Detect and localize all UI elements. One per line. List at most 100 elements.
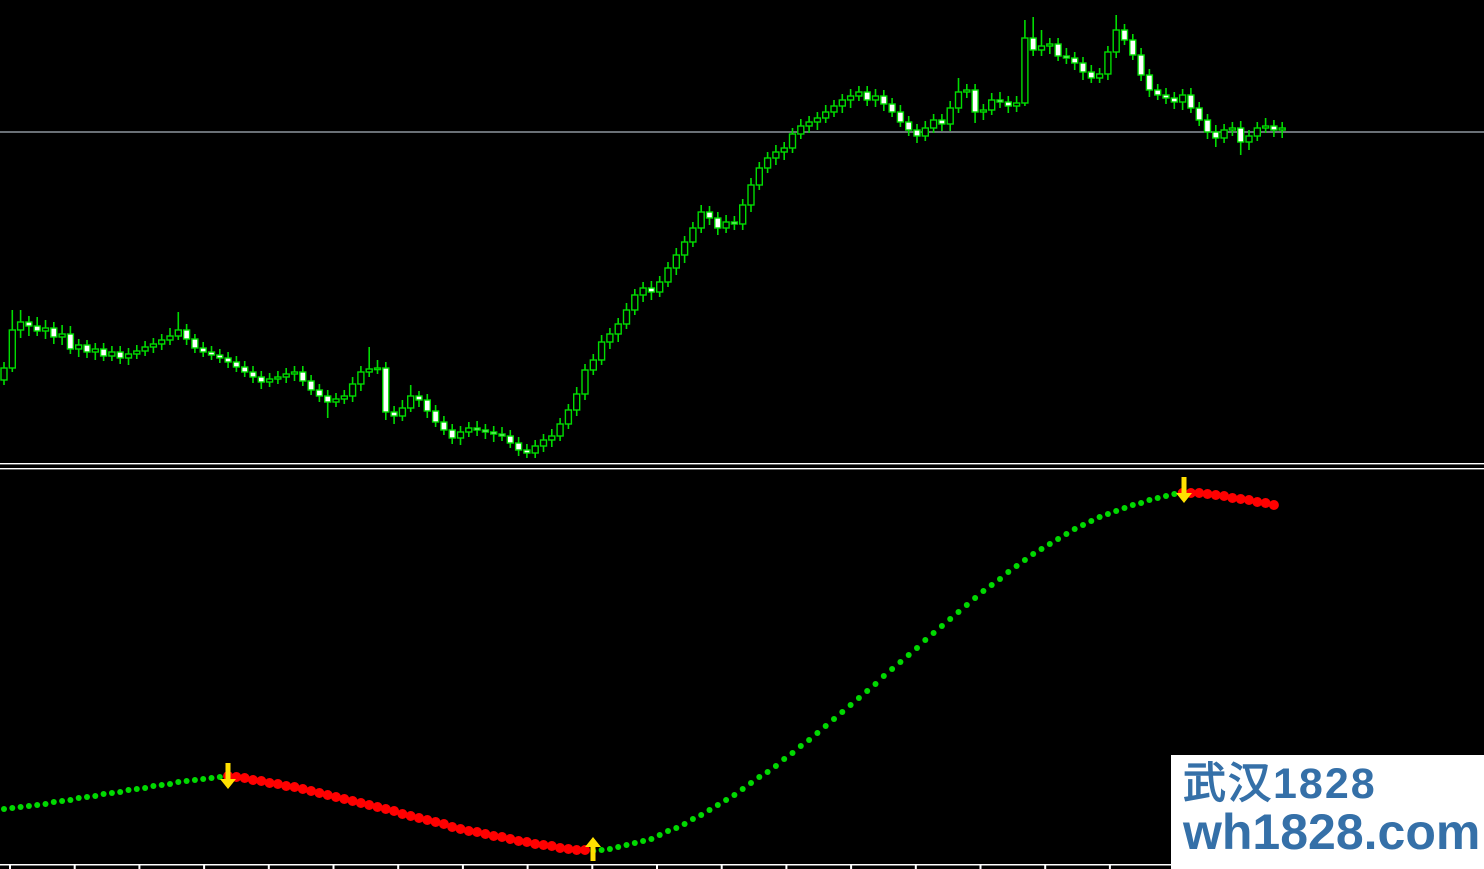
candle (797, 119, 805, 139)
candle (763, 152, 772, 173)
candle (863, 86, 871, 106)
candle (141, 341, 149, 356)
candle (1270, 120, 1278, 137)
candle (539, 434, 548, 452)
candle (407, 385, 415, 412)
candle (299, 366, 307, 386)
candle (191, 334, 199, 353)
candle (1228, 122, 1237, 136)
candle (1021, 20, 1029, 106)
candle (1037, 30, 1046, 56)
candle (340, 390, 348, 404)
candle (581, 364, 589, 400)
candle (1095, 68, 1104, 83)
candle (813, 112, 822, 130)
candle (365, 347, 373, 377)
time-axis-tick (332, 865, 335, 869)
candle (307, 375, 315, 395)
candle (1004, 96, 1012, 113)
candle (631, 289, 639, 315)
candle (996, 92, 1004, 108)
time-axis-tick (203, 865, 206, 869)
candle (606, 328, 614, 349)
candle (1178, 89, 1187, 110)
candle (357, 366, 365, 391)
candle (597, 335, 606, 365)
candle (232, 356, 241, 372)
candle (548, 429, 556, 447)
candle (174, 312, 183, 340)
candle (1070, 52, 1079, 70)
candle (1029, 17, 1037, 56)
candle (506, 430, 514, 448)
indicator-dot-series-slope-up-main (590, 491, 1178, 854)
candle (124, 348, 133, 365)
candle (423, 394, 431, 418)
candle (1054, 38, 1062, 61)
candle (498, 427, 506, 441)
candle (938, 114, 946, 131)
candle (448, 424, 456, 444)
candle (1112, 15, 1120, 58)
candle (481, 424, 490, 439)
candle (531, 440, 539, 458)
candle (1137, 48, 1145, 81)
time-axis-tick (9, 865, 11, 869)
time-axis-tick (850, 865, 853, 869)
time-axis-tick (785, 865, 788, 869)
candle (689, 222, 697, 247)
candle (963, 84, 971, 98)
candle (149, 338, 158, 353)
time-axis-tick (720, 865, 723, 869)
candle (755, 162, 763, 190)
time-axis-tick (656, 865, 658, 869)
candle (373, 360, 382, 374)
candle (556, 418, 564, 441)
candle (1212, 125, 1220, 147)
candle (880, 90, 888, 111)
candle (249, 366, 257, 383)
watermark-box: 武汉1828 wh1828.com (1171, 755, 1484, 869)
window-separator[interactable] (0, 463, 1484, 470)
candle (265, 373, 274, 387)
candle (473, 421, 481, 436)
time-axis-tick (526, 865, 529, 869)
candle (739, 199, 747, 230)
candle (16, 310, 25, 338)
candle (822, 105, 830, 123)
candle (564, 404, 573, 429)
candle (1129, 34, 1137, 60)
signal-arrow-up (585, 837, 601, 861)
signal-arrow-down (1176, 477, 1192, 503)
candle (382, 362, 390, 420)
candle (290, 366, 299, 381)
candle (747, 178, 755, 212)
candle (324, 390, 332, 418)
candle (50, 322, 58, 344)
candle (282, 368, 290, 383)
candle (614, 318, 622, 342)
candle (514, 437, 523, 456)
price-panel (0, 15, 1484, 458)
time-axis-tick (397, 865, 400, 869)
candle (780, 142, 788, 160)
signal-arrow-down (220, 763, 236, 789)
candle (398, 400, 407, 421)
candle (805, 116, 813, 133)
candle (971, 84, 979, 123)
candle (639, 282, 647, 302)
candle (954, 78, 963, 113)
candle (905, 116, 913, 136)
time-axis-tick (591, 865, 594, 869)
candle (415, 391, 423, 407)
candle (66, 326, 75, 354)
candle (1087, 65, 1096, 83)
time-axis-tick (73, 865, 76, 869)
candle (25, 316, 33, 336)
candle (1195, 102, 1203, 126)
candle (573, 387, 581, 416)
candle (207, 346, 216, 360)
candle (1104, 46, 1112, 80)
